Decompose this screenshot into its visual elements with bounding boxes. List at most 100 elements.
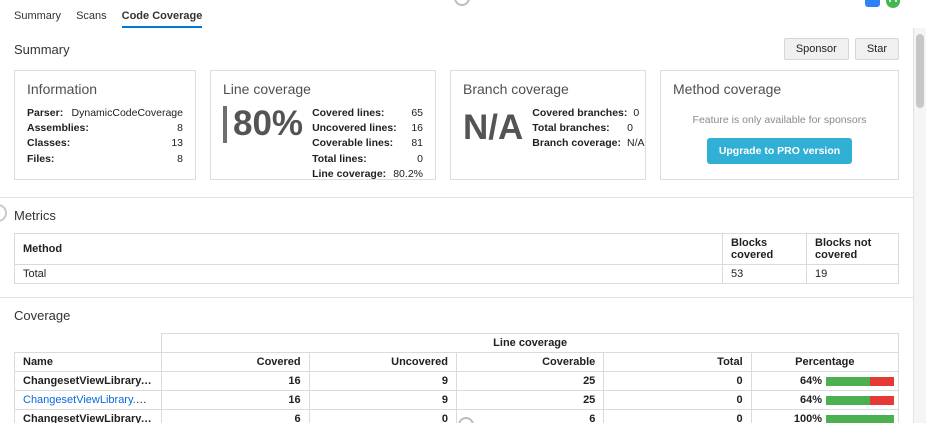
coverage-bar	[826, 376, 894, 386]
information-card: Information Parser: DynamicCodeCoverage …	[14, 70, 196, 180]
metrics-table: Method Blocks covered Blocks not covered…	[14, 233, 899, 284]
vertical-scrollbar[interactable]	[913, 28, 926, 423]
coverage-row-assembly-2: ChangesetViewLibrary.Tests.dll 6 0 6 0 1…	[13, 409, 900, 423]
total-value: 0	[603, 390, 752, 410]
coverage-bar	[826, 395, 894, 405]
coverable-lines-value: 81	[411, 137, 423, 150]
total-value: 0	[603, 371, 752, 391]
header-buttons: Sponsor Star	[783, 38, 899, 60]
sponsor-feature-note: Feature is only available for sponsors	[692, 114, 867, 126]
metrics-col-blocks-not-covered: Blocks not covered	[806, 233, 899, 265]
total-lines-label: Total lines:	[312, 152, 367, 165]
metrics-section-title: Metrics	[14, 208, 56, 223]
uncovered-lines-label: Uncovered lines:	[312, 122, 397, 135]
line-coverage-value: 80.2%	[393, 167, 423, 180]
uncovered-value: 9	[308, 390, 457, 410]
percentage-value: 64%	[799, 375, 822, 387]
percentage-cell: 64%	[750, 371, 900, 391]
covered-branches-value: 0	[633, 107, 640, 119]
information-card-title: Information	[27, 81, 98, 97]
coverable-value: 6	[455, 409, 605, 423]
files-value: 8	[177, 152, 183, 165]
assembly-name: ChangesetViewLibrary.dll	[13, 371, 163, 391]
covered-lines-label: Covered lines:	[312, 107, 385, 119]
classes-value: 13	[171, 137, 183, 150]
method-coverage-card: Method coverage Feature is only availabl…	[660, 70, 899, 180]
metrics-col-method: Method	[14, 233, 723, 265]
coverable-lines-label: Coverable lines:	[312, 137, 394, 150]
assemblies-label: Assemblies:	[27, 122, 89, 135]
percentage-value: 64%	[799, 394, 822, 406]
tab-scans[interactable]: Scans	[76, 10, 107, 22]
coverage-row-assembly-1: ChangesetViewLibrary.dll 16 9 25 0 64%	[13, 371, 900, 391]
reaction-smiley-icon[interactable]	[886, 0, 900, 8]
metrics-blocks-not-covered-value: 19	[806, 264, 899, 284]
covered-value: 16	[161, 371, 310, 391]
line-coverage-card: Line coverage 80% Covered lines: 65 Uncov…	[210, 70, 436, 180]
star-button[interactable]: Star	[854, 38, 899, 60]
uncovered-value: 9	[308, 371, 457, 391]
tab-bar: Summary Scans Code Coverage	[0, 0, 913, 28]
coverage-group-header-row: Line coverage	[14, 333, 899, 353]
metrics-header-row: Method Blocks covered Blocks not covered	[14, 233, 899, 265]
metrics-total-label: Total	[14, 264, 723, 284]
total-value: 0	[603, 409, 752, 423]
branch-coverage-big-value: N/A	[463, 108, 524, 148]
files-label: Files:	[27, 152, 55, 165]
metrics-blocks-covered-value: 53	[722, 264, 807, 284]
scrollbar-thumb[interactable]	[916, 34, 924, 108]
line-coverage-group-header: Line coverage	[161, 333, 899, 353]
coverage-col-covered: Covered	[161, 352, 310, 372]
branch-coverage-card-title: Branch coverage	[463, 81, 569, 97]
classes-row: Classes: 13	[27, 136, 183, 151]
covered-lines-value: 65	[411, 107, 423, 119]
summary-section-title: Summary	[14, 41, 70, 57]
metrics-col-blocks-covered: Blocks covered	[722, 233, 807, 265]
upgrade-pro-button[interactable]: Upgrade to PRO version	[706, 138, 853, 164]
percentage-cell: 64%	[750, 390, 900, 410]
namespace-name-cell: ChangesetViewLibrary.ChangesetLibrary	[13, 390, 163, 410]
coverable-value: 25	[455, 390, 605, 410]
parser-row: Parser: DynamicCodeCoverage	[27, 106, 183, 121]
coverage-blank-header	[14, 333, 163, 353]
metrics-divider	[0, 197, 913, 198]
parser-label: Parser:	[27, 107, 64, 119]
tab-code-coverage[interactable]: Code Coverage	[121, 10, 203, 28]
coverage-col-total: Total	[603, 352, 752, 372]
uncovered-lines-value: 16	[411, 122, 423, 135]
percentage-value: 100%	[793, 413, 822, 423]
total-lines-value: 0	[417, 152, 423, 165]
assemblies-row: Assemblies: 8	[27, 121, 183, 136]
metrics-section-header: Metrics	[0, 198, 913, 231]
uncovered-value: 0	[308, 409, 457, 423]
summary-cards: Information Parser: DynamicCodeCoverage …	[0, 68, 913, 180]
coverage-col-percentage: Percentage	[750, 352, 900, 372]
coverage-table: Line coverage Name Covered Uncovered Cov…	[13, 333, 900, 423]
comment-bubble-icon[interactable]	[865, 0, 880, 7]
files-row: Files: 8	[27, 152, 183, 167]
covered-value: 6	[161, 409, 310, 423]
total-branches-label: Total branches:	[532, 122, 610, 135]
branch-coverage-label: Branch coverage:	[532, 137, 621, 150]
covered-branches-label: Covered branches:	[532, 107, 628, 119]
branch-coverage-card: Branch coverage N/A Covered branches: 0 T…	[450, 70, 646, 180]
tab-summary[interactable]: Summary	[14, 10, 62, 22]
line-coverage-card-title: Line coverage	[223, 81, 311, 97]
summary-section-header: Summary Sponsor Star	[0, 28, 913, 68]
branch-coverage-value: N/A	[626, 137, 645, 150]
sponsor-button[interactable]: Sponsor	[783, 38, 849, 60]
covered-value: 16	[161, 390, 310, 410]
coverage-divider	[0, 297, 913, 298]
coverage-col-uncovered: Uncovered	[308, 352, 457, 372]
metrics-total-row: Total 53 19	[14, 264, 899, 284]
top-right-icons	[865, 0, 900, 8]
coverage-section-title: Coverage	[14, 308, 71, 323]
parser-value: DynamicCodeCoverage	[71, 107, 183, 119]
coverage-section-header: Coverage	[0, 298, 913, 331]
line-coverage-big-value: 80%	[223, 105, 303, 143]
assembly-name: ChangesetViewLibrary.Tests.dll	[13, 409, 163, 423]
coverable-value: 25	[455, 371, 605, 391]
namespace-link[interactable]: ChangesetViewLibrary.ChangesetLibrary	[23, 394, 162, 406]
